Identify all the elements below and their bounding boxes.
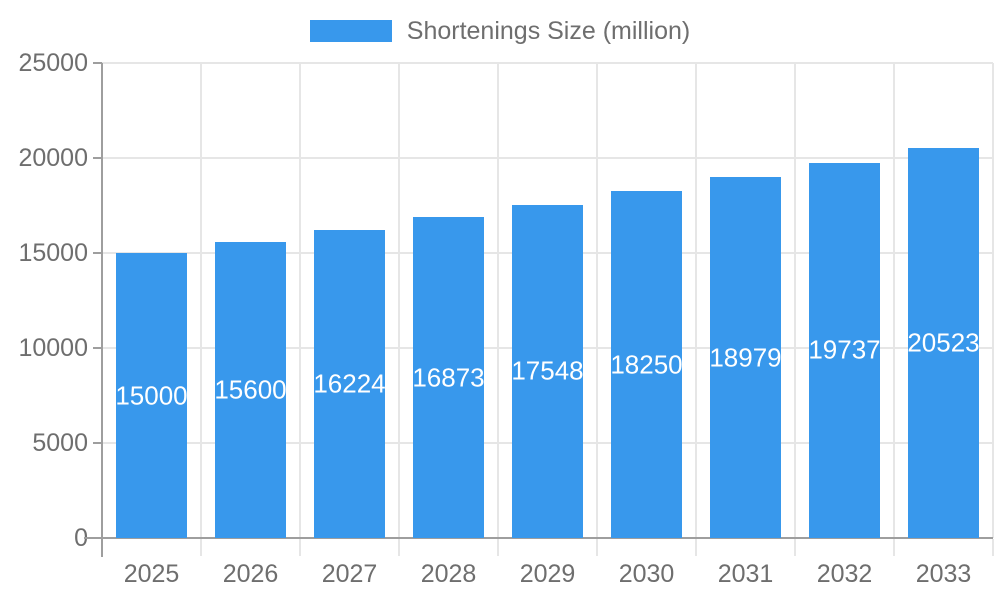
y-tick-label: 20000 [18, 144, 88, 172]
bar[interactable] [908, 148, 979, 538]
h-gridline [102, 62, 993, 64]
bar[interactable] [710, 177, 781, 538]
x-axis-tick [299, 539, 301, 556]
legend-swatch [309, 20, 392, 42]
v-gridline [794, 63, 796, 538]
bar[interactable] [413, 217, 484, 538]
y-tick-label: 10000 [18, 334, 88, 362]
v-gridline [299, 63, 301, 538]
y-tick-label: 15000 [18, 239, 88, 267]
x-axis-baseline [84, 537, 993, 539]
h-gridline [102, 157, 993, 159]
x-tick-label: 2031 [717, 560, 774, 588]
y-axis-tick [93, 252, 102, 254]
y-tick-label: 0 [74, 524, 88, 552]
bar-value-label: 18250 [610, 349, 683, 380]
x-tick-label: 2032 [816, 560, 873, 588]
bar-value-label: 19737 [808, 334, 881, 365]
bar[interactable] [611, 191, 682, 538]
chart-legend: Shortenings Size (million) [0, 17, 1000, 45]
y-tick-label: 5000 [32, 429, 88, 457]
y-axis-line [101, 63, 103, 557]
y-axis-tick [93, 442, 102, 444]
x-tick-label: 2029 [519, 560, 576, 588]
x-tick-label: 2033 [915, 560, 972, 588]
x-axis-tick [398, 539, 400, 556]
bar[interactable] [116, 253, 187, 538]
x-axis-tick [596, 539, 598, 556]
bar-value-label: 20523 [907, 327, 980, 358]
x-axis-tick [497, 539, 499, 556]
x-axis-tick [893, 539, 895, 556]
bar[interactable] [809, 163, 880, 538]
y-tick-label: 25000 [18, 49, 88, 77]
bar[interactable] [512, 205, 583, 538]
bar[interactable] [314, 230, 385, 538]
bar-value-label: 18979 [709, 342, 782, 373]
y-axis-tick [93, 157, 102, 159]
x-tick-label: 2028 [420, 560, 477, 588]
bar-value-label: 15000 [115, 380, 188, 410]
v-gridline [398, 63, 400, 538]
x-tick-label: 2026 [222, 560, 279, 588]
bar-value-label: 17548 [511, 355, 584, 386]
v-gridline [200, 63, 202, 538]
x-axis-tick [200, 539, 202, 556]
bar-value-label: 15600 [214, 374, 287, 405]
bar-value-label: 16873 [412, 362, 485, 393]
y-axis-tick [93, 62, 102, 64]
bar[interactable] [215, 242, 286, 538]
x-tick-label: 2030 [618, 560, 675, 588]
x-axis-tick [695, 539, 697, 556]
v-gridline [992, 63, 994, 538]
x-axis-tick [794, 539, 796, 556]
v-gridline [893, 63, 895, 538]
v-gridline [695, 63, 697, 538]
x-tick-label: 2027 [321, 560, 378, 588]
bar-value-label: 16224 [313, 368, 386, 399]
x-axis-tick [992, 539, 994, 556]
v-gridline [596, 63, 598, 538]
legend-label: Shortenings Size (million) [406, 17, 691, 45]
v-gridline [497, 63, 499, 538]
y-axis-tick [93, 347, 102, 349]
x-tick-label: 2025 [123, 560, 180, 588]
